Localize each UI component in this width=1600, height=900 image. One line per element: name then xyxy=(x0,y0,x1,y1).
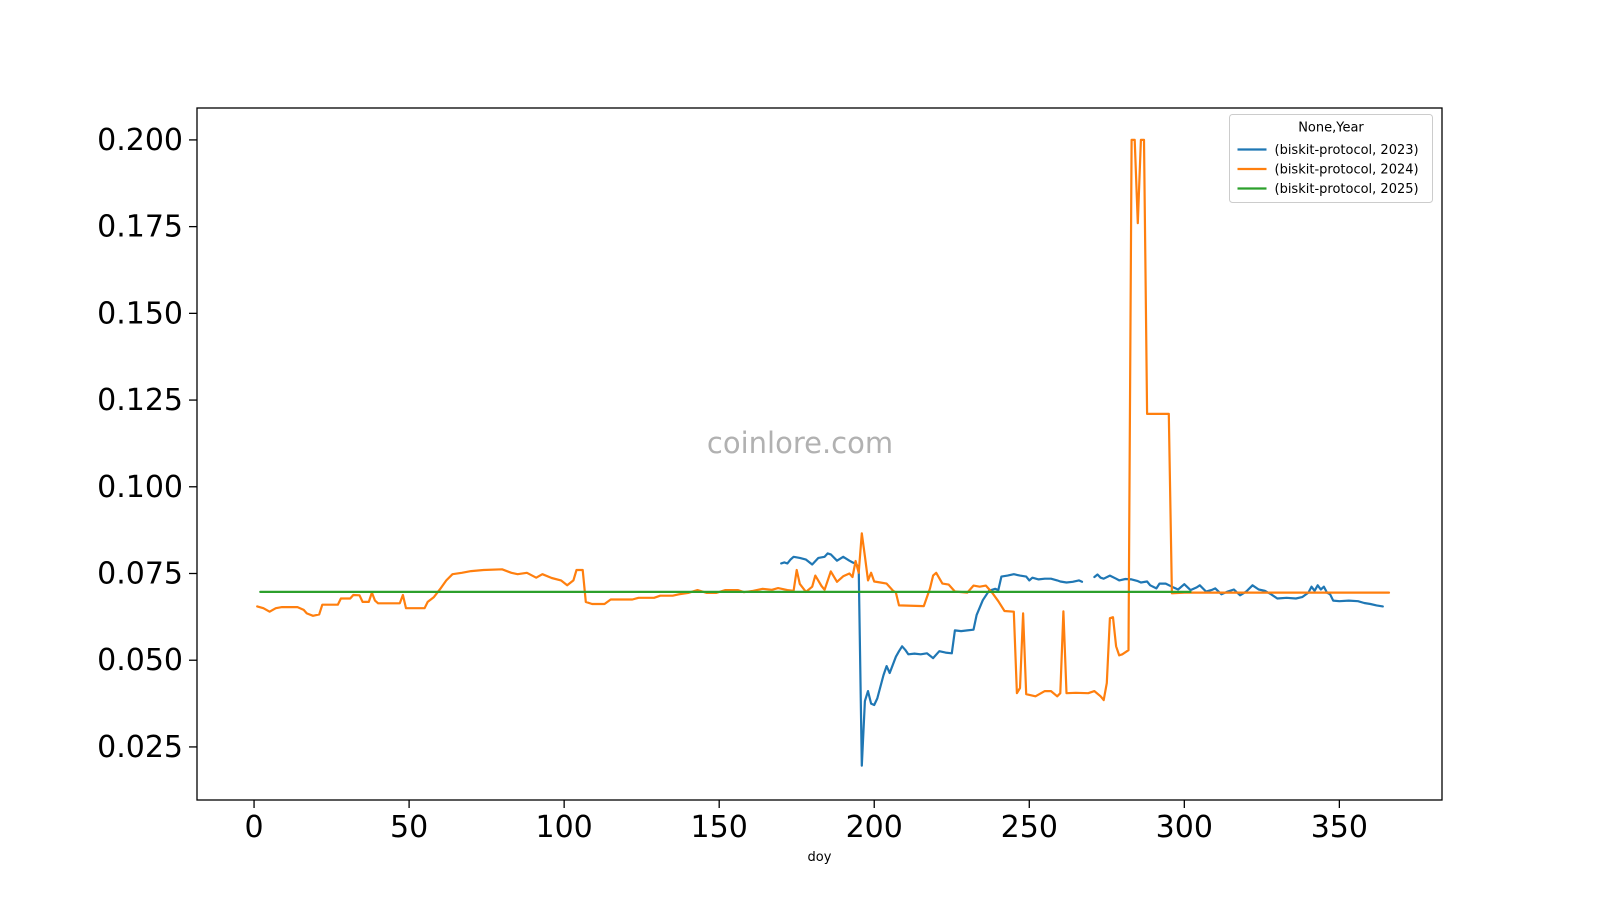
x-axis-tick-label: 0 xyxy=(245,810,264,845)
series-line-2024 xyxy=(256,138,1391,702)
y-axis-tick-label: 0.100 xyxy=(97,470,183,505)
x-axis: 0 50 100 150 200 250 300 350 doy xyxy=(245,800,1368,865)
y-axis-tick-label: 0.050 xyxy=(97,643,183,678)
series-2023 xyxy=(780,552,1384,767)
x-axis-tick-label: 150 xyxy=(691,810,748,845)
y-axis-tick-label: 0.125 xyxy=(97,383,183,418)
x-axis-tick-label: 200 xyxy=(846,810,903,845)
y-axis-tick-label: 0.175 xyxy=(97,210,183,245)
x-axis-tick-label: 300 xyxy=(1156,810,1213,845)
x-axis-tick-label: 250 xyxy=(1001,810,1058,845)
x-axis-label: doy xyxy=(808,850,832,865)
y-axis-tick-label: 0.025 xyxy=(97,730,183,765)
series-2024 xyxy=(256,138,1391,702)
plot-border xyxy=(196,107,1443,801)
legend-title: None,Year xyxy=(1298,121,1364,136)
legend: None,Year (biskit-protocol, 2023) (biskit-… xyxy=(1229,114,1433,203)
y-axis: 0.200 0.175 0.150 0.125 0.100 0.075 0.050 0.025 xyxy=(97,123,197,765)
watermark: coinlore.com xyxy=(707,426,893,460)
legend-box xyxy=(1229,114,1433,203)
legend-label-2025: (biskit-protocol, 2025) xyxy=(1275,182,1419,197)
x-axis-tick-label: 350 xyxy=(1311,810,1368,845)
x-axis-tick-label: 50 xyxy=(390,810,428,845)
x-axis-tick-label: 100 xyxy=(536,810,593,845)
series-line-2023 xyxy=(1093,573,1384,608)
y-axis-tick-label: 0.150 xyxy=(97,296,183,331)
legend-label-2023: (biskit-protocol, 2023) xyxy=(1275,143,1419,158)
legend-label-2024: (biskit-protocol, 2024) xyxy=(1275,163,1419,178)
y-axis-tick-label: 0.200 xyxy=(97,123,183,158)
series-line-2023 xyxy=(780,552,1084,767)
y-axis-tick-label: 0.075 xyxy=(97,556,183,591)
